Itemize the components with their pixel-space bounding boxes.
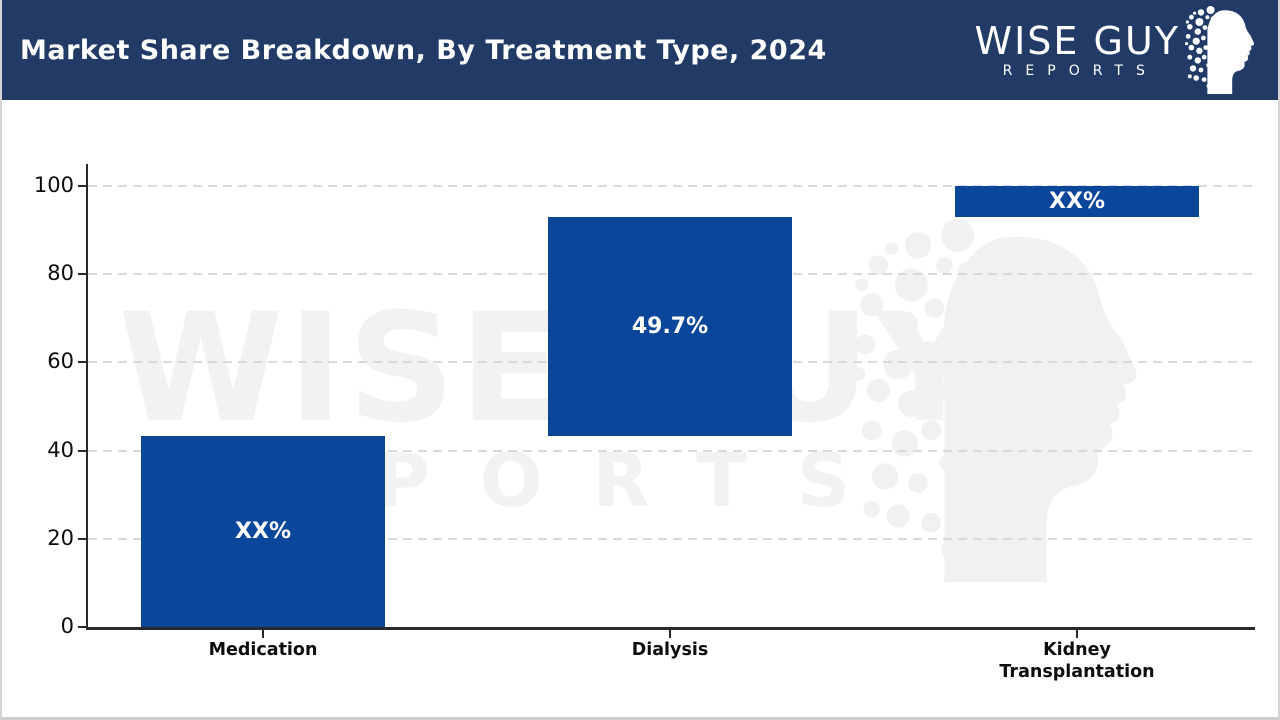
watermark-head-icon (852, 219, 1137, 582)
x-tick (1076, 629, 1078, 638)
logo-wordmark: WISE GUY (974, 19, 1180, 63)
grid-line (88, 449, 1255, 452)
x-tick-label: Medication (123, 639, 403, 661)
page-title: Market Share Breakdown, By Treatment Typ… (20, 34, 827, 66)
x-tick-label: Dialysis (530, 639, 810, 661)
y-tick (78, 273, 88, 276)
bar: 49.7% (548, 216, 792, 437)
x-axis-line (86, 627, 1255, 630)
x-tick (669, 629, 671, 638)
y-tick-label: 80 (47, 261, 74, 286)
y-tick (78, 185, 88, 187)
y-axis-line (86, 164, 88, 630)
logo-text: WISE GUY REPORTS (975, 21, 1180, 79)
x-tick-label-line: Kidney (1043, 640, 1111, 660)
bar-value-label: XX% (235, 519, 291, 545)
y-tick (78, 449, 88, 452)
y-tick-label: 20 (47, 525, 74, 550)
x-tick (262, 629, 264, 638)
bar-value-label: 49.7% (631, 313, 709, 339)
y-tick (78, 626, 88, 628)
wise-guy-reports-logo: WISE GUY REPORTS (975, 6, 1280, 94)
logo-subtitle: REPORTS (1002, 63, 1158, 79)
bar: XX% (141, 436, 385, 627)
grid-line (88, 185, 1255, 187)
y-tick-label: 60 (47, 349, 74, 374)
bar: XX% (955, 186, 1199, 217)
dotted-head-icon (1185, 6, 1254, 94)
y-tick (78, 537, 88, 540)
x-tick-label-line: Medication (208, 640, 318, 660)
y-tick (78, 361, 88, 364)
y-tick-label: 100 (33, 173, 74, 197)
bar-value-label: XX% (1049, 188, 1105, 214)
x-tick-label: Kidney Transplantation (937, 639, 1217, 683)
x-tick-label-line: Transplantation (999, 662, 1155, 682)
grid-line (88, 537, 1255, 540)
header-bar: Market Share Breakdown, By Treatment Typ… (0, 0, 1280, 100)
y-tick-label: 40 (47, 437, 74, 462)
y-tick-label: 0 (60, 614, 74, 638)
x-tick-label-line: Dialysis (631, 640, 709, 660)
